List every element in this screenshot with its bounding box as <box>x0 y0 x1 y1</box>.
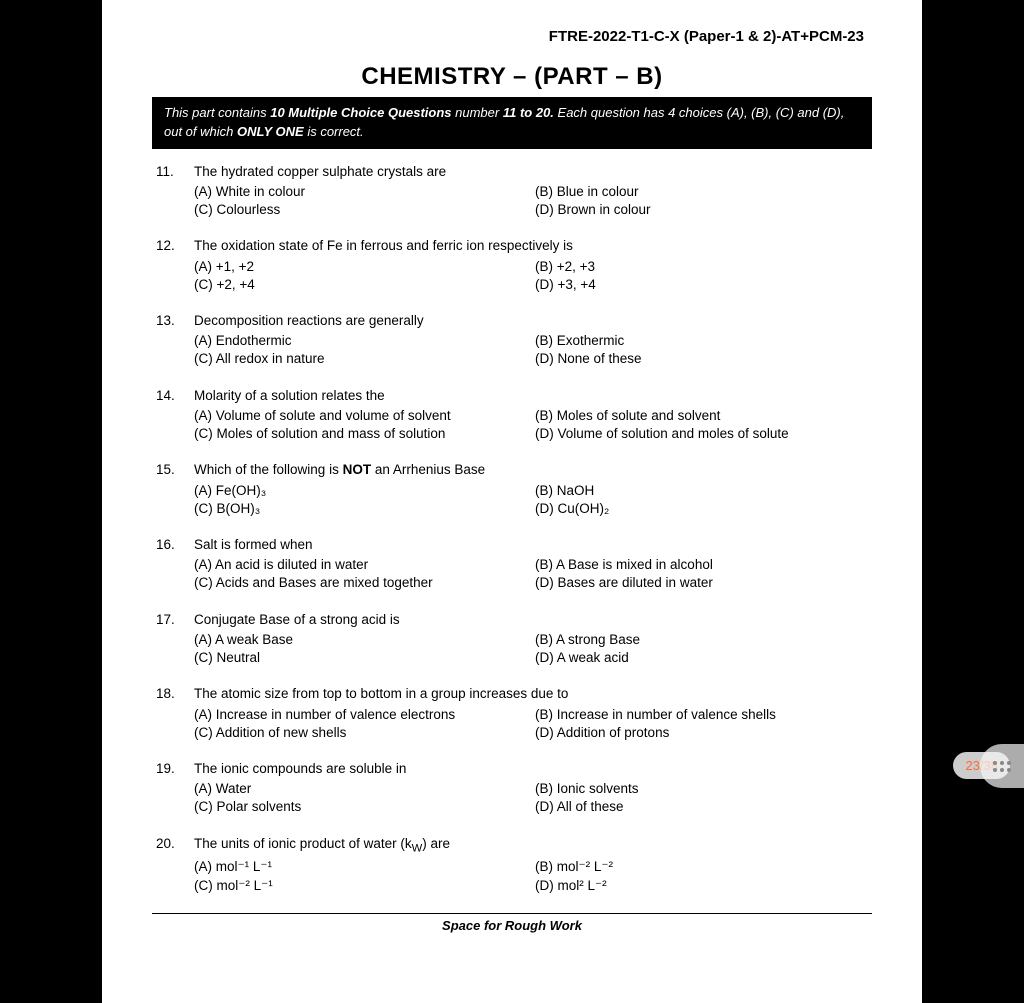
option: (A) Increase in number of valence electr… <box>194 706 527 724</box>
option: (C) Moles of solution and mass of soluti… <box>194 425 527 443</box>
question-body: Which of the following is NOT an Arrheni… <box>194 461 868 518</box>
question: 11.The hydrated copper sulphate crystals… <box>156 163 868 220</box>
option: (A) An acid is diluted in water <box>194 556 527 574</box>
question-number: 18. <box>156 685 194 742</box>
option: (D) Bases are diluted in water <box>535 574 868 592</box>
option: (C) Polar solvents <box>194 798 527 816</box>
options: (A) Volume of solute and volume of solve… <box>194 407 868 443</box>
question: 20.The units of ionic product of water (… <box>156 835 868 895</box>
question: 17.Conjugate Base of a strong acid is (A)… <box>156 611 868 668</box>
option: (B) A strong Base <box>535 631 868 649</box>
question-body: The units of ionic product of water (kW)… <box>194 835 868 895</box>
option: (B) Moles of solute and solvent <box>535 407 868 425</box>
question: 19.The ionic compounds are soluble in (A)… <box>156 760 868 817</box>
option: (B) A Base is mixed in alcohol <box>535 556 868 574</box>
option: (D) All of these <box>535 798 868 816</box>
question-text: The ionic compounds are soluble in <box>194 760 868 778</box>
question-number: 17. <box>156 611 194 668</box>
question-body: Conjugate Base of a strong acid is (A) A … <box>194 611 868 668</box>
question-text: Salt is formed when <box>194 536 868 554</box>
option: (B) +2, +3 <box>535 258 868 276</box>
option: (B) Increase in number of valence shells <box>535 706 868 724</box>
option: (C) Acids and Bases are mixed together <box>194 574 527 592</box>
options: (A) mol L (B) mol L (C) mol L (D) mol L <box>194 858 868 894</box>
option: (A) +1, +2 <box>194 258 527 276</box>
question-text: The hydrated copper sulphate crystals ar… <box>194 163 868 181</box>
option: (B) Blue in colour <box>535 183 868 201</box>
option: (A) mol L <box>194 858 527 876</box>
options: (A) A weak Base (B) A strong Base (C) Neut… <box>194 631 868 667</box>
option: (C) Addition of new shells <box>194 724 527 742</box>
question-text: Decomposition reactions are generally <box>194 312 868 330</box>
question-body: The hydrated copper sulphate crystals ar… <box>194 163 868 220</box>
option: (B) Exothermic <box>535 332 868 350</box>
options: (A) Water (B) Ionic solvents (C) Polar sol… <box>194 780 868 816</box>
exam-page: FTRE-2022-T1-C-X (Paper-1 & 2)-AT+PCM-23… <box>102 0 922 1003</box>
options: (A) Fe(OH) (B) NaOH (C) B(OH) (D) Cu(OH) <box>194 482 868 518</box>
option: (A) White in colour <box>194 183 527 201</box>
option: (A) A weak Base <box>194 631 527 649</box>
menu-button[interactable] <box>980 744 1024 788</box>
question: 13.Decomposition reactions are generally… <box>156 312 868 369</box>
option: (D) Volume of solution and moles of solu… <box>535 425 868 443</box>
option: (D) Addition of protons <box>535 724 868 742</box>
option: (D) A weak acid <box>535 649 868 667</box>
question-body: The oxidation state of Fe in ferrous and… <box>194 237 868 294</box>
options: (A) +1, +2 (B) +2, +3 (C) +2, +4 (D) +3, +4 <box>194 258 868 294</box>
question-number: 16. <box>156 536 194 593</box>
question: 14.Molarity of a solution relates the (A)… <box>156 387 868 444</box>
question-text: Conjugate Base of a strong acid is <box>194 611 868 629</box>
options: (A) White in colour (B) Blue in colour (C)… <box>194 183 868 219</box>
option: (B) mol L <box>535 858 868 876</box>
question: 15.Which of the following is NOT an Arrh… <box>156 461 868 518</box>
options: (A) Endothermic (B) Exothermic (C) All red… <box>194 332 868 368</box>
questions-container: 11.The hydrated copper sulphate crystals… <box>152 163 872 895</box>
option: (D) mol L <box>535 877 868 895</box>
question-number: 20. <box>156 835 194 895</box>
option: (C) +2, +4 <box>194 276 527 294</box>
option: (D) None of these <box>535 350 868 368</box>
question: 16.Salt is formed when (A) An acid is dil… <box>156 536 868 593</box>
option: (B) NaOH <box>535 482 868 500</box>
option: (A) Endothermic <box>194 332 527 350</box>
option: (D) Brown in colour <box>535 201 868 219</box>
option: (C) All redox in nature <box>194 350 527 368</box>
section-title: CHEMISTRY – (PART – B) <box>152 63 872 91</box>
option: (D) +3, +4 <box>535 276 868 294</box>
divider <box>152 913 872 914</box>
option: (C) Colourless <box>194 201 527 219</box>
question-text: Molarity of a solution relates the <box>194 387 868 405</box>
question: 12.The oxidation state of Fe in ferrous … <box>156 237 868 294</box>
question-body: Salt is formed when (A) An acid is dilute… <box>194 536 868 593</box>
option: (C) mol L <box>194 877 527 895</box>
instructions-box: This part contains 10 Multiple Choice Qu… <box>152 97 872 149</box>
question-number: 14. <box>156 387 194 444</box>
question-text: The oxidation state of Fe in ferrous and… <box>194 237 868 255</box>
paper-code: FTRE-2022-T1-C-X (Paper-1 & 2)-AT+PCM-23 <box>152 28 872 45</box>
grid-icon <box>993 761 1011 772</box>
rough-work-label: Space for Rough Work <box>152 918 872 933</box>
question-number: 15. <box>156 461 194 518</box>
question-body: Decomposition reactions are generally (A)… <box>194 312 868 369</box>
option: (C) B(OH) <box>194 500 527 518</box>
option: (A) Volume of solute and volume of solve… <box>194 407 527 425</box>
option: (B) Ionic solvents <box>535 780 868 798</box>
question-number: 12. <box>156 237 194 294</box>
question-text: Which of the following is NOT an Arrheni… <box>194 461 868 479</box>
question-number: 13. <box>156 312 194 369</box>
question-body: The ionic compounds are soluble in (A) Wa… <box>194 760 868 817</box>
question-number: 19. <box>156 760 194 817</box>
option: (A) Fe(OH) <box>194 482 527 500</box>
option: (C) Neutral <box>194 649 527 667</box>
options: (A) Increase in number of valence electr… <box>194 706 868 742</box>
options: (A) An acid is diluted in water (B) A Bas… <box>194 556 868 592</box>
question-body: Molarity of a solution relates the (A) Vo… <box>194 387 868 444</box>
option: (A) Water <box>194 780 527 798</box>
option: (D) Cu(OH) <box>535 500 868 518</box>
question-text: The atomic size from top to bottom in a … <box>194 685 868 703</box>
question-number: 11. <box>156 163 194 220</box>
question: 18.The atomic size from top to bottom in… <box>156 685 868 742</box>
question-text: The units of ionic product of water (kW)… <box>194 835 868 857</box>
question-body: The atomic size from top to bottom in a … <box>194 685 868 742</box>
